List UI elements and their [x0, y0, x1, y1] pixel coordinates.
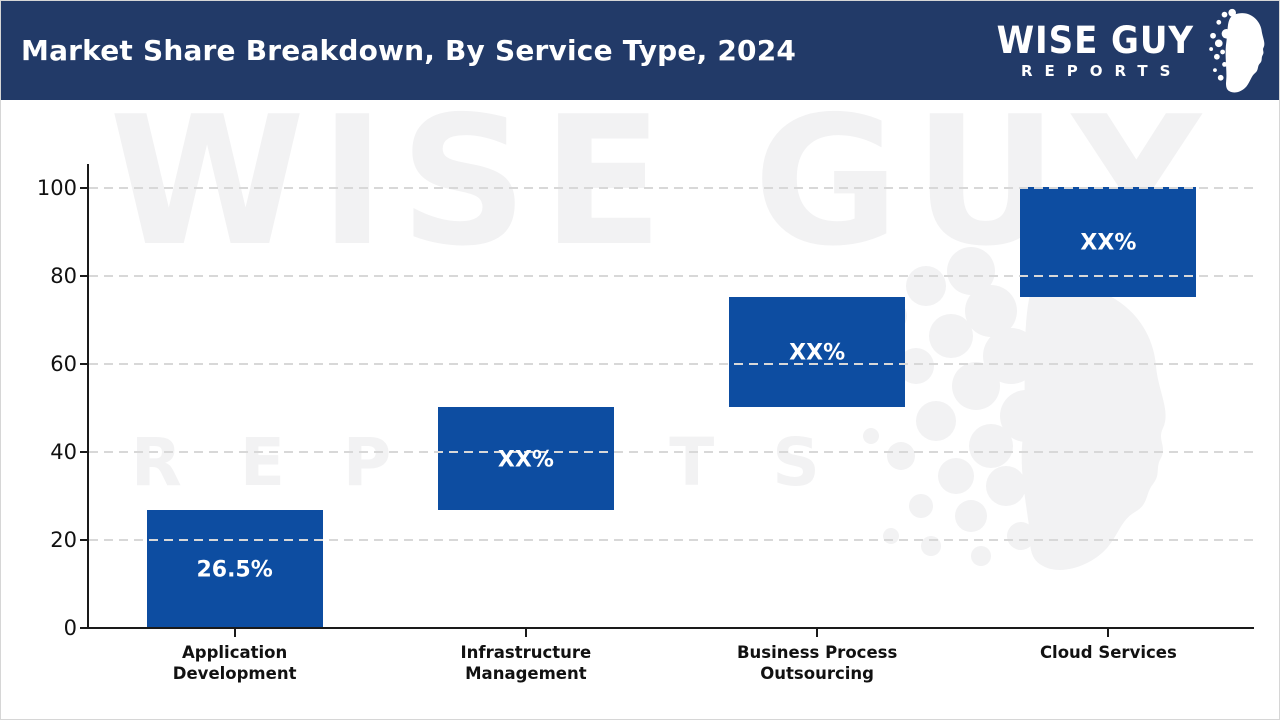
y-tick-label: 40	[50, 440, 77, 464]
y-tick-label: 80	[50, 264, 77, 288]
gridline	[89, 187, 1254, 189]
watermark-face-icon	[849, 241, 1166, 570]
bar-value-label: XX%	[497, 447, 554, 473]
waterfall-bar	[729, 297, 906, 407]
y-axis-line	[87, 164, 89, 629]
y-tick-mark	[80, 187, 87, 189]
gridline	[89, 539, 1254, 541]
chart-title: Market Share Breakdown, By Service Type,…	[21, 34, 797, 67]
y-tick-label: 20	[50, 528, 77, 552]
y-tick-mark	[80, 627, 87, 629]
x-tick-mark	[816, 629, 819, 637]
y-tick-mark	[80, 451, 87, 453]
x-tick-mark	[233, 629, 236, 637]
watermark-wordmark: WISE GUY	[109, 78, 1215, 285]
y-tick-mark	[80, 275, 87, 277]
x-category-label: Application Development	[172, 643, 297, 684]
x-axis-line	[87, 627, 1254, 629]
logo-wordmark: WISE GUY	[996, 19, 1195, 62]
y-tick-label: 0	[63, 616, 77, 640]
gridline	[89, 275, 1254, 277]
waterfall-bar	[146, 510, 323, 627]
x-category-label: Business Process Outsourcing	[736, 643, 898, 684]
wise-guy-logo: WISE GUY REPORTS	[988, 7, 1267, 95]
gridline	[89, 363, 1254, 365]
x-tick-mark	[1107, 629, 1110, 637]
x-category-label: Infrastructure Management	[460, 643, 592, 684]
y-tick-mark	[80, 363, 87, 365]
bar-value-label: 26.5%	[196, 557, 273, 583]
waterfall-bar	[1020, 187, 1197, 297]
waterfall-bar	[437, 407, 614, 511]
x-tick-mark	[524, 629, 527, 637]
logo-text: WISE GUY REPORTS	[988, 22, 1203, 79]
y-tick-label: 100	[36, 176, 77, 200]
logo-subtitle: REPORTS	[1020, 62, 1183, 80]
bar-value-label: XX%	[1080, 230, 1137, 256]
y-tick-label: 60	[50, 352, 77, 376]
bar-value-label: XX%	[789, 340, 846, 366]
logo-face-icon	[1209, 8, 1265, 92]
header: Market Share Breakdown, By Service Type,…	[1, 1, 1279, 100]
x-category-label: Cloud Services	[1039, 643, 1177, 662]
y-tick-mark	[80, 539, 87, 541]
gridline	[89, 451, 1254, 453]
